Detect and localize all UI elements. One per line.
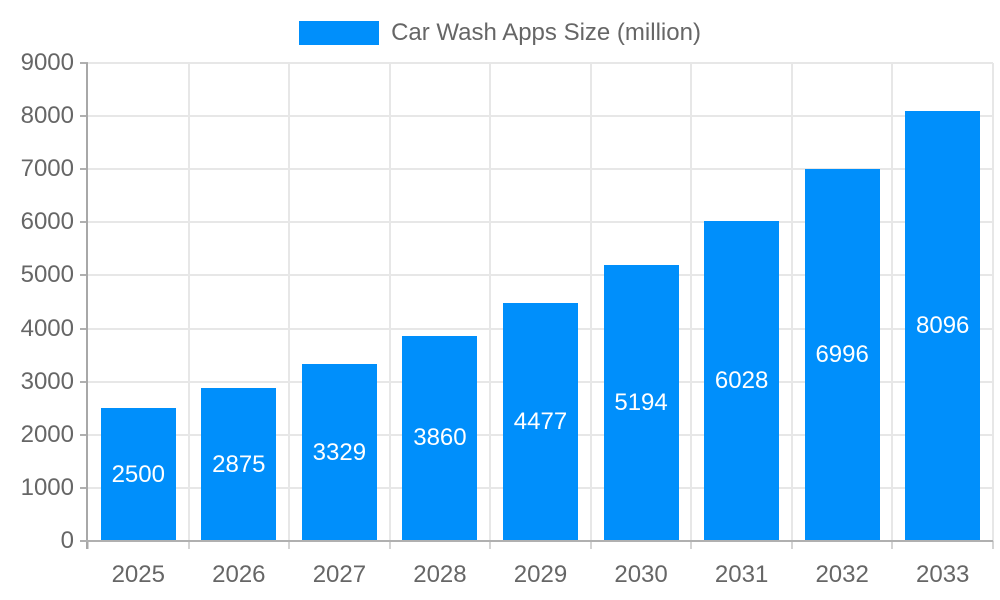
y-axis-label: 1000 <box>20 473 74 501</box>
x-axis-label: 2033 <box>916 561 970 588</box>
bar-2026[interactable]: 2875 <box>201 388 277 541</box>
h-gridline <box>88 168 993 171</box>
y-axis-label: 8000 <box>20 102 74 130</box>
x-axis-label: 2029 <box>513 561 568 588</box>
bar-value-label: 8096 <box>916 311 970 339</box>
y-axis-label: 2000 <box>20 420 74 448</box>
x-axis-tick <box>288 541 291 549</box>
x-axis-label: 2028 <box>413 561 467 588</box>
bar-value-label: 2500 <box>111 460 165 488</box>
y-axis-label: 7000 <box>20 155 74 183</box>
y-axis-tick <box>80 115 88 118</box>
y-axis-label: 9000 <box>20 49 74 76</box>
v-gridline <box>790 63 793 541</box>
v-gridline <box>388 63 391 541</box>
bar-2032[interactable]: 6996 <box>804 169 880 541</box>
x-axis-label: 2031 <box>714 561 769 588</box>
y-axis-tick <box>80 62 88 64</box>
y-axis-tick <box>80 327 88 330</box>
bar-2027[interactable]: 3329 <box>301 364 377 541</box>
v-gridline <box>992 63 994 541</box>
y-axis-tick <box>80 380 88 383</box>
bar-value-label: 4477 <box>513 408 568 436</box>
legend-swatch-icon <box>299 21 380 45</box>
x-axis-tick <box>891 541 894 549</box>
bar-value-label: 6028 <box>714 366 769 394</box>
bar-value-label: 3860 <box>413 424 467 452</box>
bar-2025[interactable]: 2500 <box>100 408 176 541</box>
x-axis-tick <box>690 541 693 549</box>
y-axis-label: 5000 <box>20 261 74 289</box>
y-axis-tick <box>80 486 88 489</box>
x-axis-tick <box>589 541 592 549</box>
y-axis-tick <box>80 168 88 171</box>
chart-legend: Car Wash Apps Size (million) <box>0 18 1000 48</box>
v-gridline <box>489 63 492 541</box>
v-gridline <box>589 63 592 541</box>
h-gridline <box>88 62 993 64</box>
x-axis-tick <box>790 541 793 549</box>
legend-label: Car Wash Apps Size (million) <box>391 19 701 46</box>
h-gridline <box>88 115 993 118</box>
x-axis-tick <box>992 541 994 549</box>
v-gridline <box>187 63 190 541</box>
x-axis-tick <box>87 541 89 549</box>
x-axis-label: 2026 <box>212 561 266 588</box>
x-axis-line <box>80 540 993 542</box>
y-axis-tick <box>80 433 88 436</box>
bar-2029[interactable]: 4477 <box>503 303 578 541</box>
bar-value-label: 6996 <box>815 341 869 369</box>
x-axis-label: 2027 <box>312 561 367 588</box>
y-axis-label: 3000 <box>20 367 74 395</box>
x-axis-tick <box>187 541 190 549</box>
v-gridline <box>891 63 894 541</box>
y-axis-label: 4000 <box>20 314 74 342</box>
y-axis-label: 0 <box>60 527 74 554</box>
bar-2030[interactable]: 5194 <box>603 265 679 541</box>
bar-2028[interactable]: 3860 <box>402 335 478 541</box>
bar-value-label: 2875 <box>212 450 266 478</box>
v-gridline <box>288 63 291 541</box>
x-axis-label: 2025 <box>111 561 165 588</box>
v-gridline <box>690 63 693 541</box>
bar-value-label: 5194 <box>614 389 668 417</box>
x-axis-label: 2030 <box>614 561 668 588</box>
bar-2031[interactable]: 6028 <box>704 220 780 541</box>
y-axis-label: 6000 <box>20 208 74 236</box>
x-axis-tick <box>388 541 391 549</box>
bar-2033[interactable]: 8096 <box>905 111 981 541</box>
bar-value-label: 3329 <box>312 438 367 466</box>
h-gridline <box>88 274 993 277</box>
x-axis-tick <box>489 541 492 549</box>
y-axis-tick <box>80 221 88 224</box>
y-axis-tick <box>80 274 88 277</box>
x-axis-label: 2032 <box>815 561 869 588</box>
legend-item-car-wash-apps-size[interactable]: Car Wash Apps Size (million) <box>299 19 701 47</box>
h-gridline <box>88 221 993 224</box>
y-axis-line <box>86 63 88 549</box>
